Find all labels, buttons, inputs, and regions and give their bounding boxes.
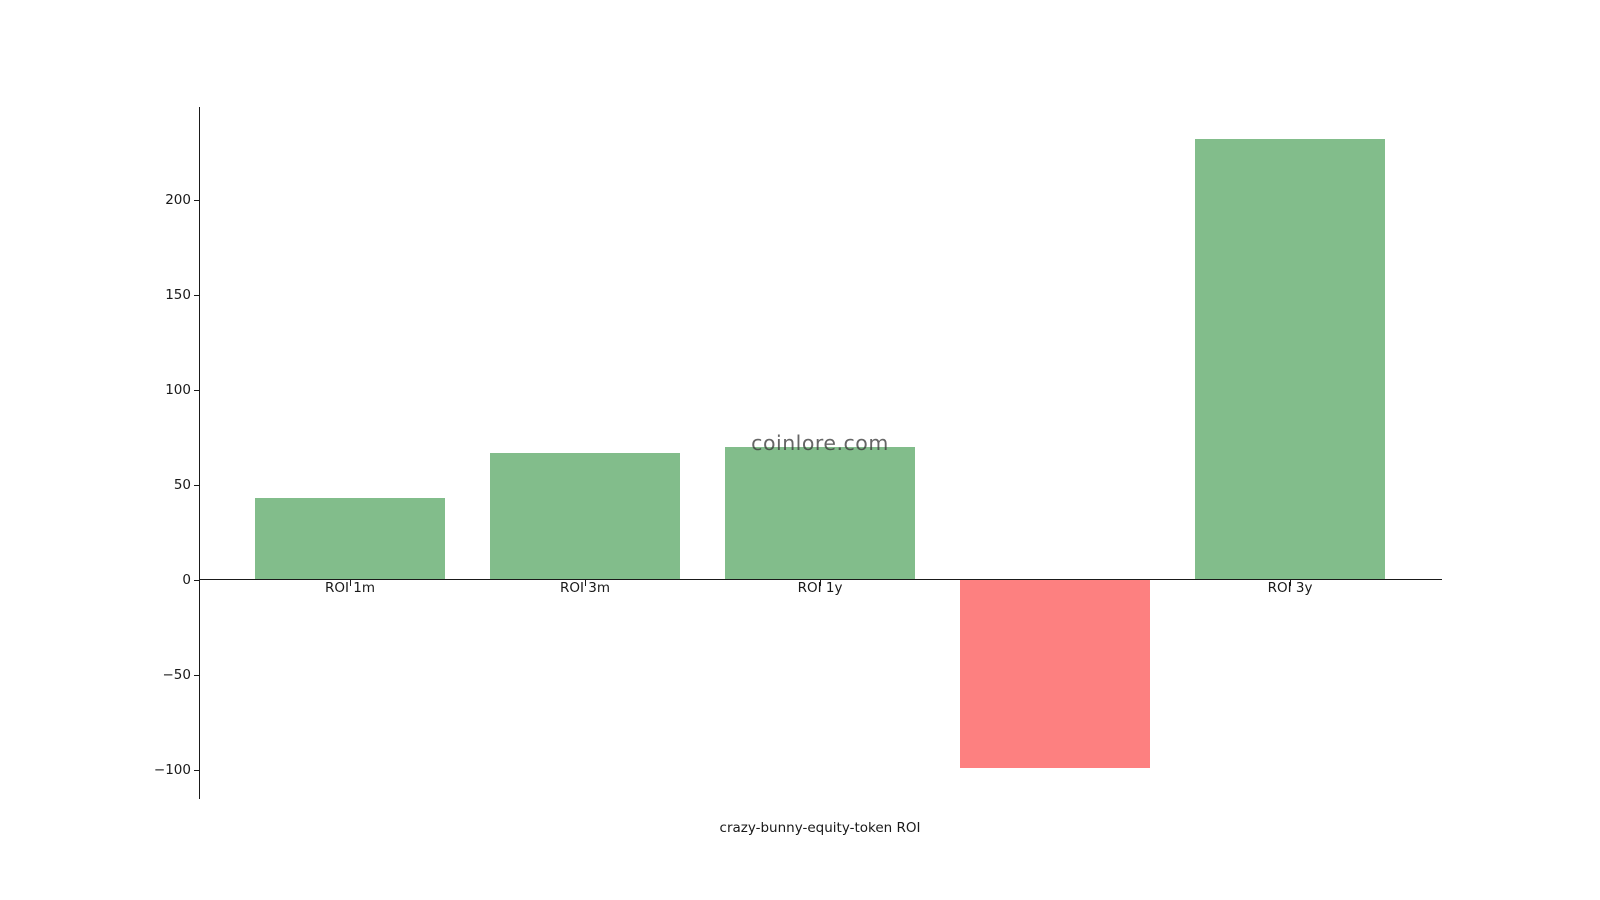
x-tick-mark — [820, 580, 821, 586]
y-tick-label: 100 — [165, 382, 191, 398]
y-tick-mark — [194, 389, 200, 391]
y-tick-mark — [194, 579, 200, 581]
y-tick-label: 0 — [182, 572, 191, 588]
y-tick-label: −50 — [162, 667, 192, 683]
x-tick-mark — [585, 580, 586, 586]
y-tick-mark — [194, 674, 200, 676]
y-tick-label: 150 — [165, 287, 191, 303]
y-tick-label: −100 — [153, 762, 191, 778]
y-tick-mark — [194, 199, 200, 201]
roi-bar-positive — [490, 452, 680, 580]
x-tick-label: ROI 3m — [559, 580, 611, 596]
y-tick-mark — [194, 294, 200, 296]
roi-bar-negative — [960, 580, 1150, 769]
x-tick-label: ROI 3y — [1267, 580, 1313, 596]
y-axis-line — [199, 107, 200, 799]
y-tick-mark — [194, 484, 200, 486]
y-tick-mark — [194, 769, 200, 771]
watermark-text: coinlore.com — [751, 431, 889, 455]
x-tick-label: ROI 1m — [324, 580, 376, 596]
x-axis-line — [199, 579, 1442, 580]
x-tick-mark — [350, 580, 351, 586]
x-tick-mark — [1290, 580, 1291, 586]
y-tick-label: 50 — [173, 477, 191, 493]
roi-bar-positive — [255, 498, 445, 580]
chart-title: crazy-bunny-equity-token ROI — [719, 820, 921, 836]
roi-bar-positive — [725, 447, 915, 580]
x-tick-label: ROI 1y — [797, 580, 843, 596]
roi-bar-positive — [1195, 139, 1385, 580]
y-tick-label: 200 — [165, 192, 191, 208]
